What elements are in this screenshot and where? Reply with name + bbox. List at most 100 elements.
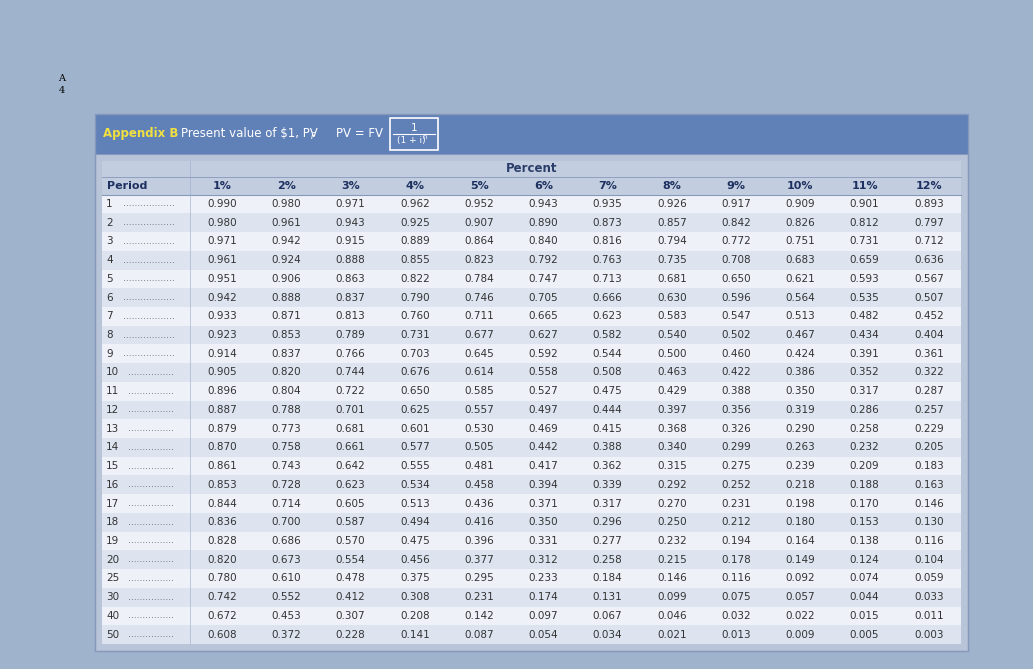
Text: 0.813: 0.813 [336,311,366,321]
Text: 0.861: 0.861 [208,461,237,471]
Text: 0.312: 0.312 [529,555,558,565]
Text: 0.722: 0.722 [336,386,366,396]
Text: 0.915: 0.915 [336,236,366,246]
Text: 0.555: 0.555 [400,461,430,471]
Text: Appendix B: Appendix B [103,127,179,140]
Text: 0.482: 0.482 [850,311,879,321]
Text: 0.116: 0.116 [914,536,944,546]
Text: 0.942: 0.942 [272,236,302,246]
Text: 5: 5 [106,274,113,284]
Text: 0.863: 0.863 [336,274,366,284]
Text: 0.596: 0.596 [721,292,751,302]
Text: 0.232: 0.232 [850,442,879,452]
Text: Period: Period [107,181,148,191]
Text: ................: ................ [128,368,174,377]
Text: 0.215: 0.215 [657,555,687,565]
Text: 0.583: 0.583 [657,311,687,321]
Text: 0.665: 0.665 [529,311,558,321]
Text: 0.751: 0.751 [785,236,815,246]
Text: ................: ................ [128,593,174,601]
Text: 0.570: 0.570 [336,536,366,546]
Text: 0.789: 0.789 [336,330,366,340]
Text: ................: ................ [128,443,174,452]
Text: 0.557: 0.557 [464,405,494,415]
Text: 0.350: 0.350 [529,517,558,527]
Text: 0.184: 0.184 [593,573,623,583]
Text: 0.980: 0.980 [208,217,237,227]
Text: 0.625: 0.625 [400,405,430,415]
Text: 0.315: 0.315 [657,461,687,471]
Text: ..................: .................. [123,237,175,246]
Text: 2: 2 [106,217,113,227]
Text: 0.015: 0.015 [850,611,879,621]
Text: 6: 6 [106,292,113,302]
Text: 0.826: 0.826 [785,217,815,227]
Text: 30: 30 [106,592,119,602]
Text: 12%: 12% [915,181,942,191]
Bar [102,438,961,457]
Text: 0.887: 0.887 [208,405,237,415]
Text: 0.508: 0.508 [593,367,623,377]
Text: 0.231: 0.231 [464,592,494,602]
Text: 0.209: 0.209 [850,461,879,471]
Text: 0.558: 0.558 [529,367,558,377]
Text: 3: 3 [106,236,113,246]
Bar [102,401,961,419]
Text: Present value of $1, PV: Present value of $1, PV [181,127,318,140]
Text: 5%: 5% [470,181,489,191]
Text: 0.547: 0.547 [721,311,751,321]
Text: 13: 13 [106,423,119,434]
Text: 0.564: 0.564 [785,292,815,302]
Text: 0.386: 0.386 [785,367,815,377]
Text: 0.021: 0.021 [657,630,687,640]
Bar [102,607,961,626]
Text: 0.352: 0.352 [850,367,879,377]
Text: 0.163: 0.163 [914,480,944,490]
Text: 0.011: 0.011 [914,611,944,621]
Text: 0.075: 0.075 [721,592,751,602]
Text: 0.481: 0.481 [464,461,494,471]
Text: 0.174: 0.174 [529,592,558,602]
Text: ................: ................ [128,462,174,470]
Text: 0.544: 0.544 [593,349,623,359]
Text: 0.146: 0.146 [657,573,687,583]
Text: ................: ................ [128,405,174,414]
Text: 0.507: 0.507 [914,292,944,302]
Text: 0.925: 0.925 [400,217,430,227]
Text: 0.124: 0.124 [850,555,879,565]
Text: 0.475: 0.475 [593,386,623,396]
Text: 0.623: 0.623 [336,480,366,490]
Text: 0.870: 0.870 [208,442,237,452]
Text: 0.614: 0.614 [464,367,494,377]
Text: 0.460: 0.460 [721,349,751,359]
Text: 0.131: 0.131 [593,592,623,602]
Text: 14: 14 [106,442,119,452]
Text: 0.277: 0.277 [593,536,623,546]
Bar [102,345,961,363]
Text: 0.371: 0.371 [529,498,558,508]
Text: 0.864: 0.864 [464,236,494,246]
Text: 0.377: 0.377 [464,555,494,565]
Text: 6%: 6% [534,181,553,191]
Bar [102,457,961,476]
Text: 0.456: 0.456 [400,555,430,565]
Text: 0.582: 0.582 [593,330,623,340]
Text: 0.322: 0.322 [914,367,944,377]
Text: 0.022: 0.022 [785,611,815,621]
Text: 0.585: 0.585 [464,386,494,396]
Bar [102,419,961,438]
Text: 0.844: 0.844 [208,498,237,508]
Text: 19: 19 [106,536,119,546]
Text: 0.469: 0.469 [529,423,558,434]
Text: 0.673: 0.673 [272,555,302,565]
Text: 0.853: 0.853 [208,480,237,490]
Text: 0.873: 0.873 [593,217,623,227]
Text: 0.605: 0.605 [336,498,366,508]
Text: 0.275: 0.275 [721,461,751,471]
Text: 0.475: 0.475 [400,536,430,546]
Text: 0.592: 0.592 [529,349,558,359]
Text: 0.013: 0.013 [721,630,751,640]
Text: 0.743: 0.743 [272,461,302,471]
Text: 0.258: 0.258 [850,423,879,434]
Text: 1: 1 [106,199,113,209]
